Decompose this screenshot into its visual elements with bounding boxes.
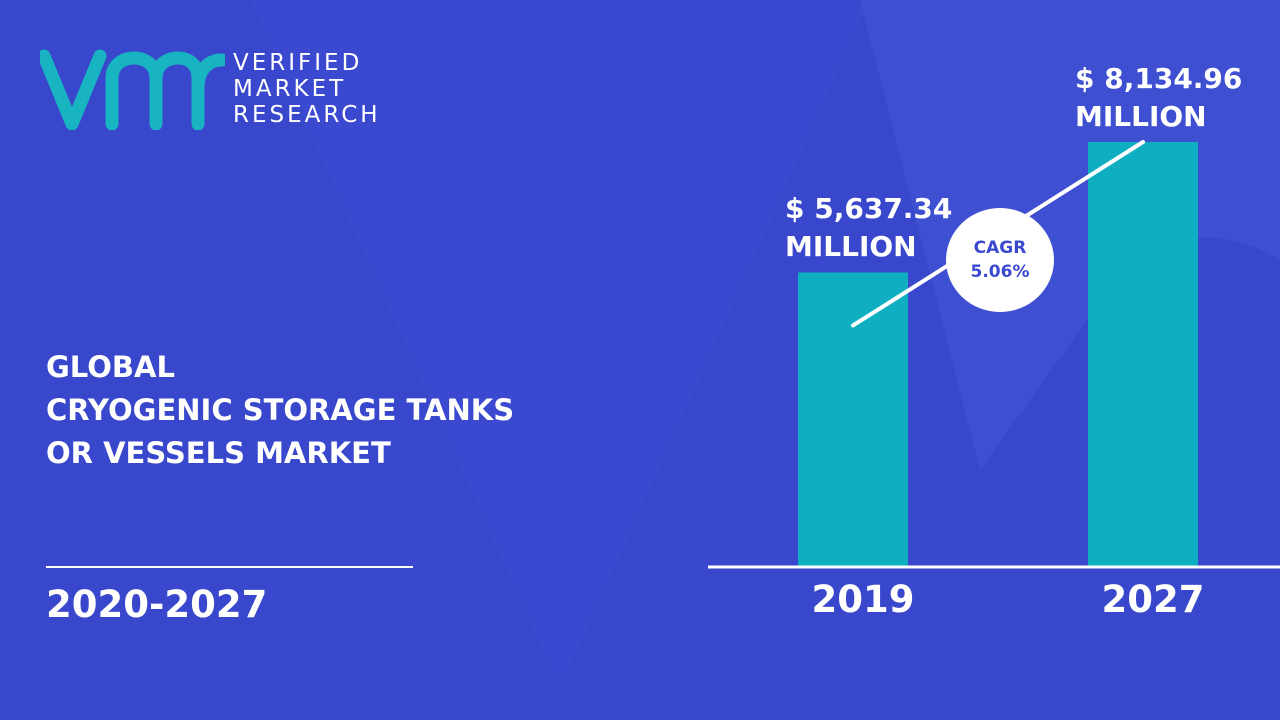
page-title: GLOBAL CRYOGENIC STORAGE TANKS OR VESSEL… [46,346,514,475]
bar-value-unit: MILLION [785,230,917,264]
brand-name: VERIFIED MARKET RESEARCH [233,50,381,128]
title-line-1: GLOBAL [46,350,175,384]
brand-line-1: VERIFIED [233,50,363,76]
bar-value-amount: $ 8,134.96 [1075,62,1243,95]
category-label-2027: 2027 [1101,578,1205,621]
cagr-label: CAGR [973,238,1027,258]
brand-line-2: MARKET [233,76,347,102]
brand-line-3: RESEARCH [233,102,381,128]
bar-value-unit: MILLION [1075,100,1207,133]
title-line-3: OR VESSELS MARKET [46,436,391,470]
forecast-period: 2020-2027 [46,583,268,626]
bar-value-amount: $ 5,637.34 [785,192,953,226]
title-line-2: CRYOGENIC STORAGE TANKS [46,393,515,427]
cagr-value: 5.06% [970,262,1030,282]
title-divider [46,566,413,568]
category-label-2019: 2019 [811,578,915,621]
vmr-logo-icon [40,49,225,130]
bar-2027 [1088,142,1198,567]
bar-2019 [798,272,908,567]
cagr-badge: CAGR 5.06% [946,208,1054,312]
bar-value-label-2019: $ 5,637.34 MILLION [785,190,952,266]
bar-value-label-2027: $ 8,134.96 MILLION [1075,60,1242,136]
